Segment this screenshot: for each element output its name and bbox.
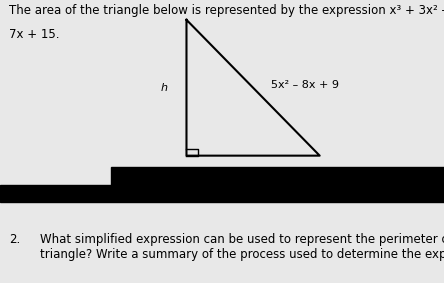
Bar: [0, 185, 444, 202]
Text: x + 5: x + 5: [238, 170, 268, 181]
Text: What simplified expression can be used to represent the perimeter of the
triangl: What simplified expression can be used t…: [40, 233, 444, 261]
Text: 7x + 15.: 7x + 15.: [9, 28, 59, 41]
Bar: [111, 167, 444, 185]
Text: 2.: 2.: [9, 233, 20, 246]
Text: 5x² – 8x + 9: 5x² – 8x + 9: [271, 80, 339, 90]
Text: h: h: [161, 83, 168, 93]
Text: The area of the triangle below is represented by the expression x³ + 3x² –: The area of the triangle below is repres…: [9, 4, 444, 17]
